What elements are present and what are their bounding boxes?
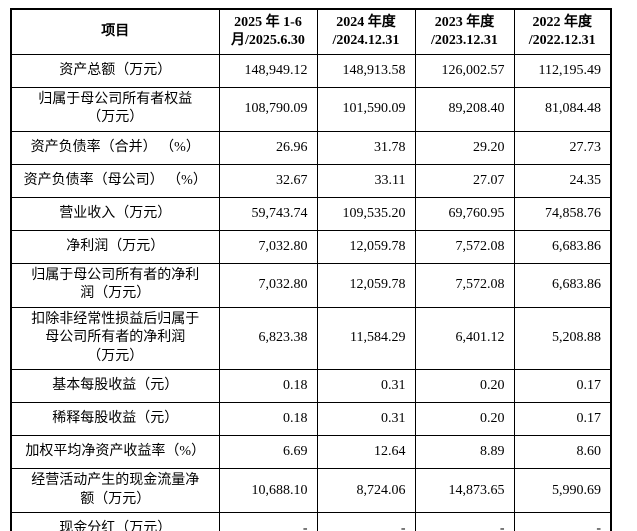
value-cell: 148,949.12 (218, 54, 318, 88)
value-cell: 6.69 (218, 435, 318, 470)
value-cell: 10,688.10 (218, 468, 318, 514)
table-row: 加权平均净资产收益率（%） 6.69 12.64 8.89 8.60 (10, 435, 612, 470)
value-cell: 69,760.95 (414, 196, 515, 231)
value-cell: 12.64 (316, 435, 416, 470)
column-header-item: 项目 (10, 8, 220, 55)
value-cell: 5,990.69 (513, 468, 612, 514)
value-cell: 11,584.29 (316, 306, 416, 371)
financial-summary-table: 项目 2025 年 1-6 月/2025.6.30 2024 年度 /2024.… (10, 8, 612, 531)
value-cell: 0.20 (414, 369, 515, 404)
row-label: 净利润（万元） (10, 229, 220, 264)
value-cell: 8,724.06 (316, 468, 416, 514)
value-cell: 7,572.08 (414, 229, 515, 264)
row-label: 归属于母公司所有者的净利 润（万元） (10, 262, 220, 308)
value-cell: 7,572.08 (414, 262, 515, 308)
value-cell: 24.35 (513, 163, 612, 198)
value-cell: 101,590.09 (316, 87, 416, 132)
value-cell: 26.96 (218, 130, 318, 165)
value-cell: 0.18 (218, 402, 318, 437)
row-label: 营业收入（万元） (10, 196, 220, 231)
table-row: 净利润（万元） 7,032.80 12,059.78 7,572.08 6,68… (10, 229, 612, 264)
value-cell: 81,084.48 (513, 87, 612, 132)
table-row: 归属于母公司所有者的净利 润（万元） 7,032.80 12,059.78 7,… (10, 262, 612, 308)
financial-summary-table-container: 项目 2025 年 1-6 月/2025.6.30 2024 年度 /2024.… (10, 8, 612, 531)
value-cell: 12,059.78 (316, 229, 416, 264)
value-cell: 14,873.65 (414, 468, 515, 514)
row-label: 资产负债率（合并） （%） (10, 130, 220, 165)
value-cell: 89,208.40 (414, 87, 515, 132)
column-header-2023: 2023 年度 /2023.12.31 (414, 8, 515, 55)
value-cell: 126,002.57 (414, 54, 515, 88)
value-cell: - (316, 512, 416, 531)
value-cell: 59,743.74 (218, 196, 318, 231)
value-cell: 148,913.58 (316, 54, 416, 88)
column-header-2025: 2025 年 1-6 月/2025.6.30 (218, 8, 318, 55)
value-cell: 27.73 (513, 130, 612, 165)
value-cell: 29.20 (414, 130, 515, 165)
row-label: 资产负债率（母公司） （%） (10, 163, 220, 198)
value-cell: 74,858.76 (513, 196, 612, 231)
table-row: 资产总额（万元） 148,949.12 148,913.58 126,002.5… (10, 54, 612, 88)
value-cell: 6,401.12 (414, 306, 515, 371)
value-cell: - (414, 512, 515, 531)
row-label: 资产总额（万元） (10, 54, 220, 88)
value-cell: 27.07 (414, 163, 515, 198)
value-cell: - (218, 512, 318, 531)
value-cell: 7,032.80 (218, 229, 318, 264)
table-row: 扣除非经常性损益后归属于 母公司所有者的净利润 （万元） 6,823.38 11… (10, 306, 612, 371)
row-label: 现金分红（万元） (10, 512, 220, 531)
value-cell: 109,535.20 (316, 196, 416, 231)
value-cell: 0.17 (513, 402, 612, 437)
value-cell: 6,823.38 (218, 306, 318, 371)
table-row: 营业收入（万元） 59,743.74 109,535.20 69,760.95 … (10, 196, 612, 231)
value-cell: 0.17 (513, 369, 612, 404)
value-cell: 12,059.78 (316, 262, 416, 308)
table-row: 资产负债率（母公司） （%） 32.67 33.11 27.07 24.35 (10, 163, 612, 198)
value-cell: 33.11 (316, 163, 416, 198)
value-cell: 0.31 (316, 369, 416, 404)
value-cell: 6,683.86 (513, 262, 612, 308)
table-row: 经营活动产生的现金流量净 额（万元） 10,688.10 8,724.06 14… (10, 468, 612, 514)
table-row: 稀释每股收益（元） 0.18 0.31 0.20 0.17 (10, 402, 612, 437)
value-cell: 0.18 (218, 369, 318, 404)
table-header-row: 项目 2025 年 1-6 月/2025.6.30 2024 年度 /2024.… (10, 8, 612, 55)
row-label: 加权平均净资产收益率（%） (10, 435, 220, 470)
value-cell: 6,683.86 (513, 229, 612, 264)
value-cell: 31.78 (316, 130, 416, 165)
value-cell: 0.20 (414, 402, 515, 437)
value-cell: - (513, 512, 612, 531)
table-row: 归属于母公司所有者权益 （万元） 108,790.09 101,590.09 8… (10, 87, 612, 132)
column-header-2024: 2024 年度 /2024.12.31 (316, 8, 416, 55)
value-cell: 0.31 (316, 402, 416, 437)
value-cell: 112,195.49 (513, 54, 612, 88)
value-cell: 108,790.09 (218, 87, 318, 132)
value-cell: 7,032.80 (218, 262, 318, 308)
row-label: 基本每股收益（元） (10, 369, 220, 404)
value-cell: 8.60 (513, 435, 612, 470)
column-header-2022: 2022 年度 /2022.12.31 (513, 8, 612, 55)
row-label: 稀释每股收益（元） (10, 402, 220, 437)
table-row: 现金分红（万元） - - - - (10, 512, 612, 531)
table-row: 基本每股收益（元） 0.18 0.31 0.20 0.17 (10, 369, 612, 404)
row-label: 经营活动产生的现金流量净 额（万元） (10, 468, 220, 514)
row-label: 归属于母公司所有者权益 （万元） (10, 87, 220, 132)
value-cell: 8.89 (414, 435, 515, 470)
row-label: 扣除非经常性损益后归属于 母公司所有者的净利润 （万元） (10, 306, 220, 371)
table-row: 资产负债率（合并） （%） 26.96 31.78 29.20 27.73 (10, 130, 612, 165)
value-cell: 5,208.88 (513, 306, 612, 371)
value-cell: 32.67 (218, 163, 318, 198)
